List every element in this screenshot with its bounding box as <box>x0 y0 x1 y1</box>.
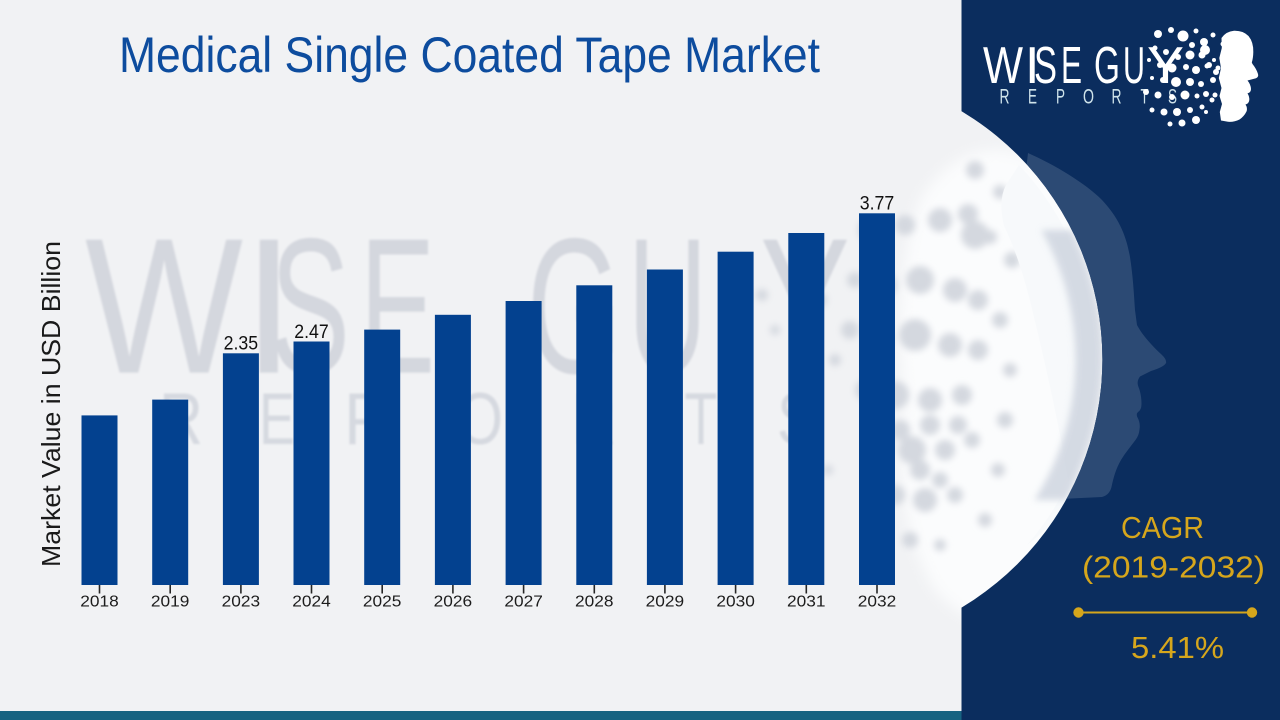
svg-text:2024: 2024 <box>292 594 331 611</box>
svg-text:E: E <box>1028 86 1037 109</box>
svg-text:2030: 2030 <box>716 594 755 611</box>
svg-text:2.47: 2.47 <box>294 322 329 343</box>
svg-text:2027: 2027 <box>504 594 543 611</box>
svg-text:T: T <box>1141 86 1149 109</box>
svg-text:2031: 2031 <box>787 594 826 611</box>
svg-text:I: I <box>1025 37 1039 95</box>
svg-text:2028: 2028 <box>575 594 614 611</box>
svg-text:E: E <box>1061 37 1082 95</box>
svg-text:2032: 2032 <box>858 594 897 611</box>
svg-text:W: W <box>85 198 243 414</box>
svg-text:G: G <box>1094 37 1120 95</box>
svg-text:2029: 2029 <box>646 594 685 611</box>
svg-text:2019: 2019 <box>151 594 190 611</box>
svg-text:P: P <box>1056 86 1065 109</box>
svg-text:U: U <box>1123 37 1145 95</box>
svg-text:5.41%: 5.41% <box>1131 630 1224 665</box>
svg-text:(2019-2032): (2019-2032) <box>1082 550 1265 585</box>
svg-text:CAGR: CAGR <box>1121 510 1204 545</box>
svg-text:R: R <box>1112 86 1122 109</box>
svg-text:3.77: 3.77 <box>860 194 895 215</box>
svg-text:Medical Single Coated Tape Mar: Medical Single Coated Tape Market <box>119 27 820 83</box>
svg-text:S: S <box>1034 37 1057 95</box>
svg-text:2018: 2018 <box>80 594 119 611</box>
svg-text:E: E <box>259 379 295 460</box>
svg-text:2.35: 2.35 <box>224 334 259 355</box>
svg-text:R: R <box>1000 86 1010 109</box>
svg-text:T: T <box>685 379 718 460</box>
svg-text:2025: 2025 <box>363 594 402 611</box>
svg-text:Market Value in USD Billion: Market Value in USD Billion <box>36 241 66 567</box>
svg-text:O: O <box>1083 86 1094 109</box>
svg-text:2026: 2026 <box>434 594 473 611</box>
svg-text:W: W <box>983 37 1023 95</box>
svg-text:2023: 2023 <box>222 594 261 611</box>
